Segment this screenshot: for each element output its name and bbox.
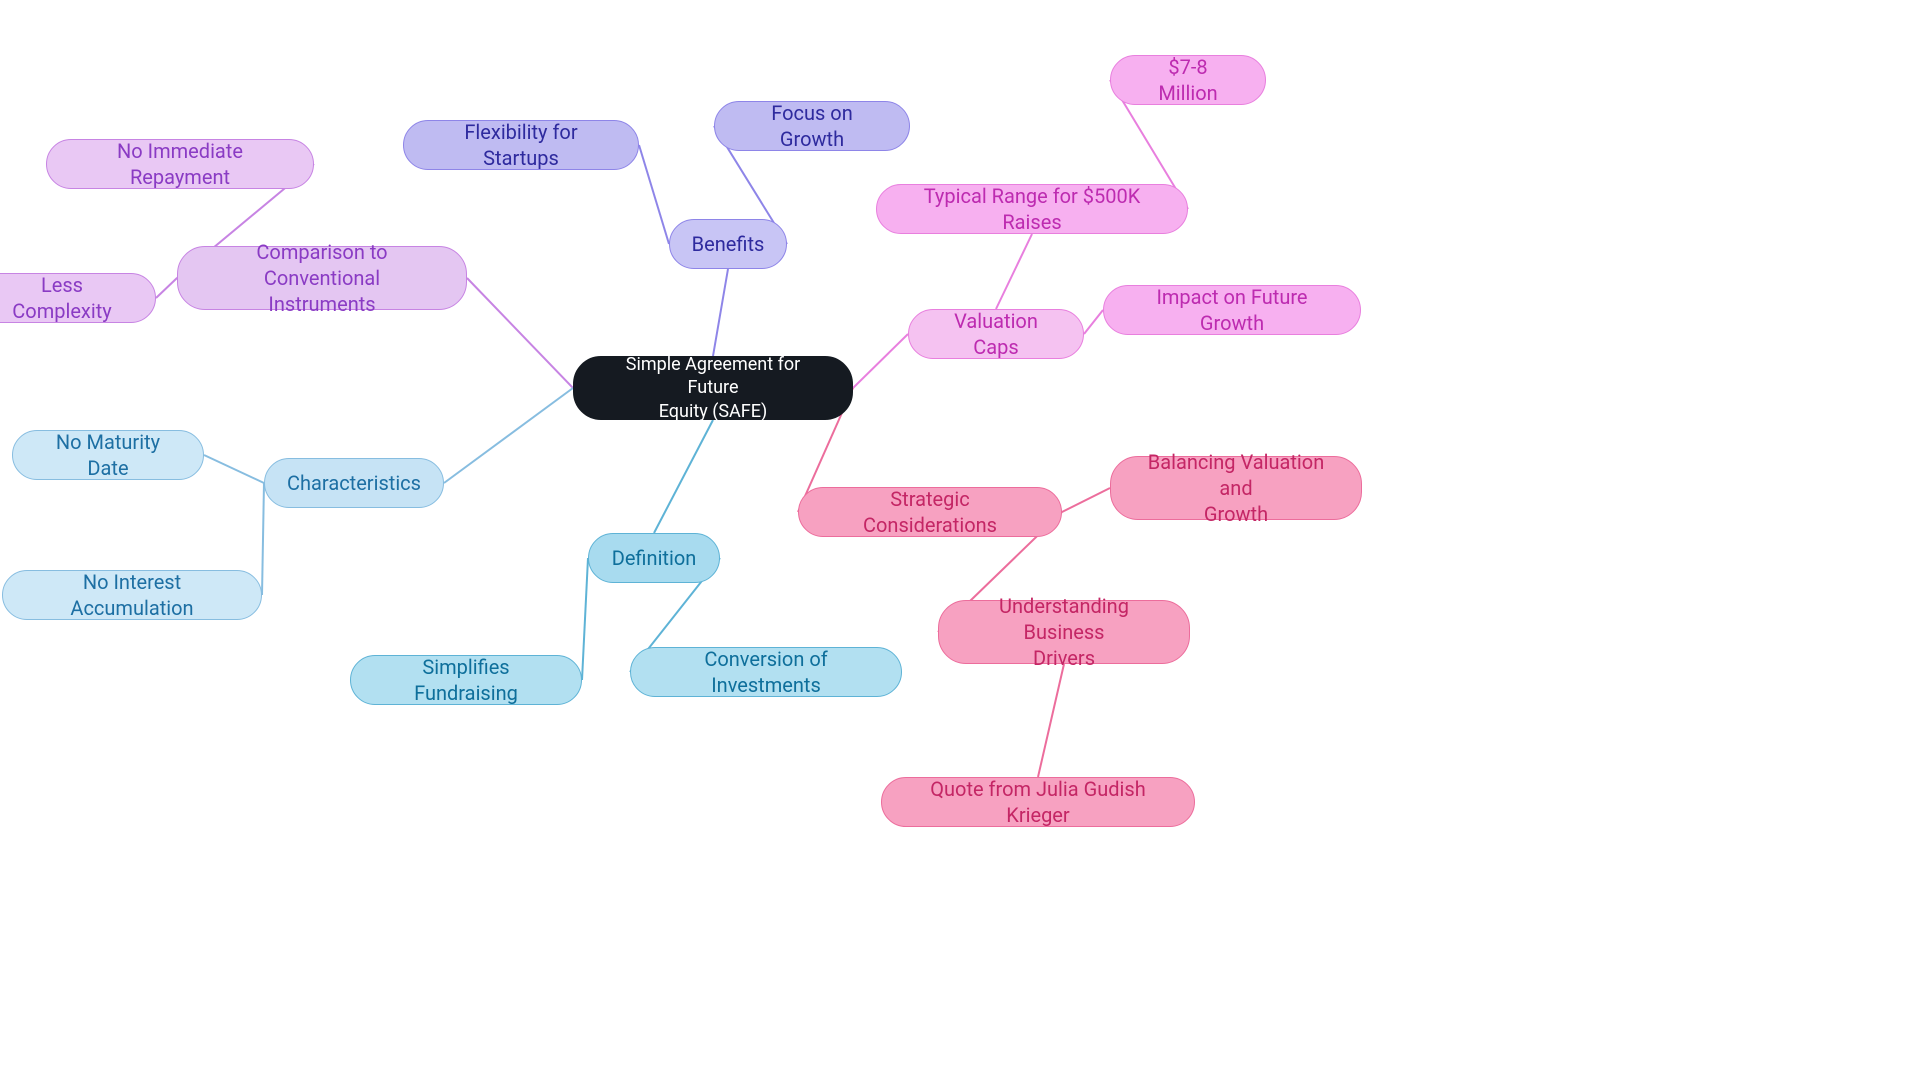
edge-root-characteristics xyxy=(444,388,573,483)
node-growth: Focus on Growth xyxy=(714,101,910,151)
edge-definition-simplifies xyxy=(582,558,588,680)
node-quote: Quote from Julia Gudish Krieger xyxy=(881,777,1195,827)
node-valcaps: Valuation Caps xyxy=(908,309,1084,359)
node-balancing: Balancing Valuation andGrowth xyxy=(1110,456,1362,520)
edge-root-definition xyxy=(654,420,713,533)
node-norepay: No Immediate Repayment xyxy=(46,139,314,189)
edge-strategic-balancing xyxy=(1062,488,1110,512)
node-flex: Flexibility for Startups xyxy=(403,120,639,170)
node-lesscomplex: Less Complexity xyxy=(0,273,156,323)
edge-benefits-flex xyxy=(639,145,669,244)
root-node: Simple Agreement for FutureEquity (SAFE) xyxy=(573,356,853,420)
node-characteristics: Characteristics xyxy=(264,458,444,508)
edge-root-benefits xyxy=(713,269,728,356)
edge-valcaps-typrange xyxy=(996,234,1032,309)
edge-root-valcaps xyxy=(853,334,908,388)
node-simplifies: Simplifies Fundraising xyxy=(350,655,582,705)
node-conversion: Conversion of Investments xyxy=(630,647,902,697)
node-sevenmil: $7-8 Million xyxy=(1110,55,1266,105)
edge-comparison-lesscomplex xyxy=(156,278,177,298)
node-impactgrowth: Impact on Future Growth xyxy=(1103,285,1361,335)
node-definition: Definition xyxy=(588,533,720,583)
edge-characteristics-nointerest xyxy=(262,483,264,595)
edge-valcaps-impactgrowth xyxy=(1084,310,1103,334)
node-benefits: Benefits xyxy=(669,219,787,269)
edge-root-comparison xyxy=(467,278,573,388)
edge-drivers-quote xyxy=(1038,664,1064,777)
edge-characteristics-nomaturity xyxy=(204,455,264,483)
node-drivers: Understanding BusinessDrivers xyxy=(938,600,1190,664)
node-nomaturity: No Maturity Date xyxy=(12,430,204,480)
node-comparison: Comparison to ConventionalInstruments xyxy=(177,246,467,310)
node-nointerest: No Interest Accumulation xyxy=(2,570,262,620)
node-strategic: Strategic Considerations xyxy=(798,487,1062,537)
node-typrange: Typical Range for $500K Raises xyxy=(876,184,1188,234)
